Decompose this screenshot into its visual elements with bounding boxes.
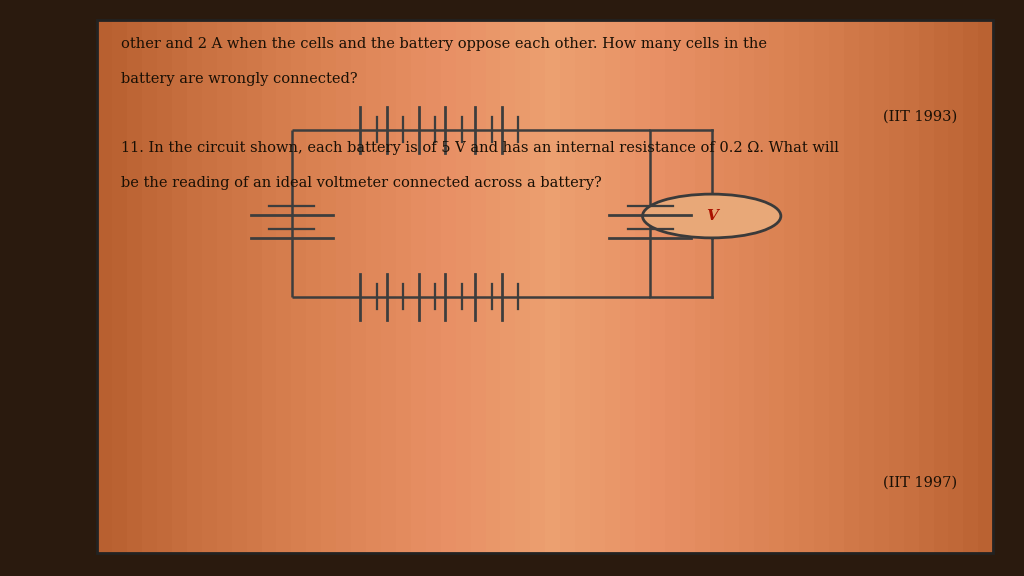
Bar (755, 20, 770, 553)
Bar (560, 20, 577, 553)
Bar (322, 20, 337, 553)
Bar (231, 20, 248, 553)
Bar (113, 20, 128, 553)
Bar (948, 20, 965, 553)
Bar (605, 20, 621, 553)
Bar (873, 20, 890, 553)
Bar (620, 20, 636, 553)
Bar (292, 20, 307, 553)
Bar (844, 20, 860, 553)
Bar (142, 20, 158, 553)
Bar (306, 20, 323, 553)
Bar (471, 20, 486, 553)
Bar (903, 20, 920, 553)
Bar (367, 20, 382, 553)
Bar (351, 20, 367, 553)
Text: battery are wrongly connected?: battery are wrongly connected? (121, 72, 357, 86)
Bar (186, 20, 203, 553)
Bar (202, 20, 218, 553)
Bar (456, 20, 472, 553)
Bar (97, 20, 114, 553)
Bar (739, 20, 756, 553)
Bar (769, 20, 785, 553)
Bar (411, 20, 427, 553)
Bar (814, 20, 830, 553)
Bar (545, 20, 561, 553)
Bar (485, 20, 502, 553)
Bar (635, 20, 651, 553)
Text: V: V (706, 209, 718, 223)
Bar (575, 20, 591, 553)
Bar (396, 20, 412, 553)
Bar (859, 20, 874, 553)
Bar (710, 20, 725, 553)
Bar (978, 20, 994, 553)
Bar (889, 20, 905, 553)
Text: (IIT 1997): (IIT 1997) (884, 475, 957, 489)
Bar (276, 20, 293, 553)
Bar (336, 20, 352, 553)
Bar (426, 20, 441, 553)
Bar (590, 20, 606, 553)
Bar (829, 20, 845, 553)
Bar (799, 20, 815, 553)
Bar (964, 20, 979, 553)
Bar (680, 20, 695, 553)
Bar (515, 20, 531, 553)
Bar (97, 20, 993, 553)
Ellipse shape (642, 194, 781, 238)
Text: 11. In the circuit shown, each battery is of 5 V and has an internal resistance : 11. In the circuit shown, each battery i… (121, 141, 839, 155)
Bar (724, 20, 740, 553)
Bar (501, 20, 516, 553)
Bar (665, 20, 681, 553)
Bar (530, 20, 547, 553)
Bar (247, 20, 262, 553)
Bar (784, 20, 800, 553)
Bar (172, 20, 188, 553)
Bar (934, 20, 949, 553)
Bar (919, 20, 935, 553)
Bar (217, 20, 232, 553)
Bar (127, 20, 143, 553)
Text: (IIT 1993): (IIT 1993) (883, 109, 957, 123)
Bar (261, 20, 278, 553)
Bar (381, 20, 397, 553)
Bar (157, 20, 173, 553)
Bar (440, 20, 457, 553)
Text: other and 2 A when the cells and the battery oppose each other. How many cells i: other and 2 A when the cells and the bat… (121, 37, 767, 51)
Text: be the reading of an ideal voltmeter connected across a battery?: be the reading of an ideal voltmeter con… (121, 176, 601, 190)
Bar (650, 20, 666, 553)
Bar (694, 20, 711, 553)
